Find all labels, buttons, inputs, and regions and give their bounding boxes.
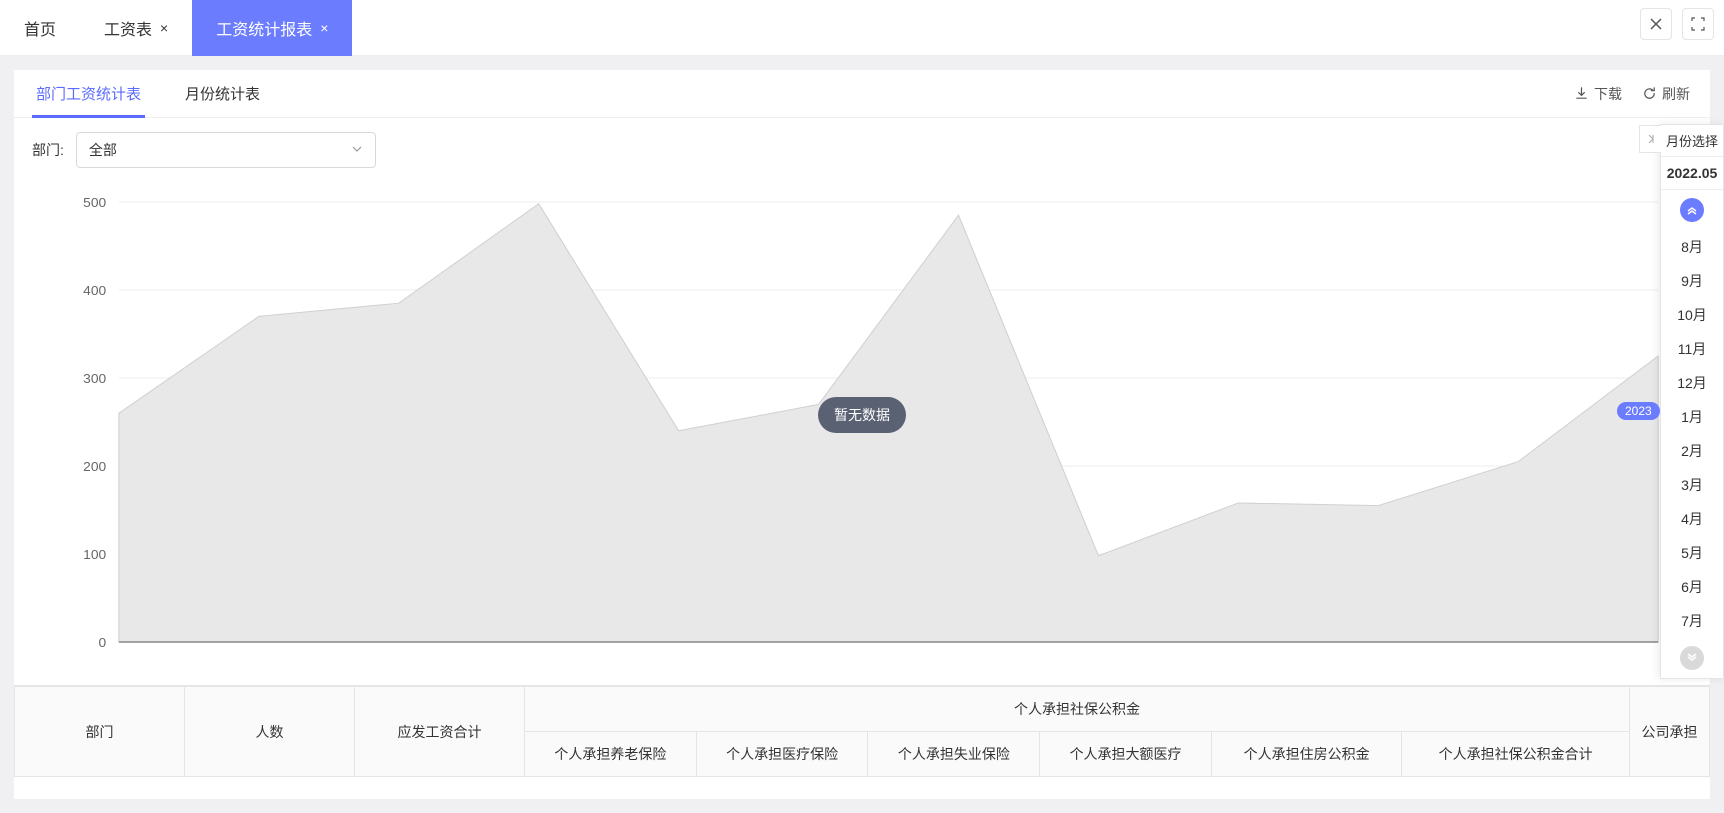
tab-home[interactable]: 首页	[0, 0, 80, 56]
table-subheader: 个人承担社保公积金合计	[1402, 732, 1630, 777]
panel-actions: 下载 刷新	[1574, 84, 1690, 104]
subtab-month-label: 月份统计表	[185, 83, 260, 104]
chevron-down-icon	[351, 142, 363, 158]
month-item[interactable]: 6月	[1661, 570, 1723, 604]
table-header: 公司承担	[1630, 687, 1710, 777]
svg-text:100: 100	[83, 547, 106, 562]
table-subheader: 个人承担大额医疗	[1040, 732, 1212, 777]
download-button[interactable]: 下载	[1574, 84, 1622, 104]
month-item[interactable]: 1月2023	[1661, 400, 1723, 434]
table-header: 人数	[185, 687, 355, 777]
table-subheader: 个人承担医疗保险	[696, 732, 868, 777]
panel-collapse-button[interactable]	[1639, 125, 1661, 153]
table-subheader: 个人承担养老保险	[525, 732, 697, 777]
fullscreen-button[interactable]	[1682, 8, 1714, 40]
refresh-button[interactable]: 刷新	[1642, 84, 1690, 104]
table-subheader: 个人承担失业保险	[868, 732, 1040, 777]
dept-select[interactable]: 全部	[76, 132, 376, 168]
x-icon	[1648, 16, 1664, 32]
table-group-header: 个人承担社保公积金	[525, 687, 1630, 732]
main-panel: 部门工资统计表 月份统计表 下载 刷新 部门:	[14, 70, 1710, 799]
chart-container: 0 100 200 300 400 500 暂无数据	[14, 182, 1710, 685]
scroll-down-button[interactable]	[1680, 646, 1704, 670]
tab-stats-label: 工资统计报表	[216, 16, 312, 40]
month-item[interactable]: 4月	[1661, 502, 1723, 536]
chart-tooltip: 暂无数据	[818, 397, 906, 433]
app-root: 首页 工资表 × 工资统计报表 × 部门工资统计表 月份	[0, 0, 1724, 813]
tab-bar-actions	[1640, 8, 1714, 40]
month-item[interactable]: 11月	[1661, 332, 1723, 366]
tab-salary[interactable]: 工资表 ×	[80, 0, 192, 56]
month-item[interactable]: 3月	[1661, 468, 1723, 502]
close-icon[interactable]: ×	[160, 20, 168, 36]
subtab-dept-label: 部门工资统计表	[36, 83, 141, 104]
double-chevron-up-icon	[1686, 204, 1698, 216]
refresh-label: 刷新	[1662, 84, 1690, 104]
subtab-month[interactable]: 月份统计表	[163, 70, 282, 118]
dept-select-value: 全部	[89, 140, 117, 160]
double-chevron-down-icon	[1686, 652, 1698, 664]
download-label: 下载	[1594, 84, 1622, 104]
download-icon	[1574, 86, 1589, 101]
svg-text:0: 0	[99, 635, 107, 650]
tab-salary-label: 工资表	[104, 16, 152, 40]
close-icon[interactable]: ×	[320, 20, 328, 36]
month-item[interactable]: 8月	[1661, 230, 1723, 264]
filter-row: 部门: 全部	[14, 118, 1710, 182]
data-table: 部门人数应发工资合计个人承担社保公积金公司承担 个人承担养老保险个人承担医疗保险…	[14, 685, 1710, 777]
month-panel-title: 月份选择	[1661, 125, 1723, 157]
chevron-right-icon	[1646, 134, 1656, 144]
month-item[interactable]: 9月	[1661, 264, 1723, 298]
month-item[interactable]: 10月	[1661, 298, 1723, 332]
close-all-button[interactable]	[1640, 8, 1672, 40]
month-item[interactable]: 2月	[1661, 434, 1723, 468]
refresh-icon	[1642, 86, 1657, 101]
month-selector-panel: 月份选择 2022.05 8月9月10月11月12月1月20232月3月4月5月…	[1660, 124, 1724, 679]
month-list: 8月9月10月11月12月1月20232月3月4月5月6月7月	[1661, 230, 1723, 638]
svg-text:200: 200	[83, 459, 106, 474]
year-badge: 2023	[1617, 402, 1660, 420]
svg-text:400: 400	[83, 283, 106, 298]
filter-label: 部门:	[32, 140, 64, 160]
month-item[interactable]: 12月	[1661, 366, 1723, 400]
month-item[interactable]: 7月	[1661, 604, 1723, 638]
svg-text:300: 300	[83, 371, 106, 386]
table-header: 部门	[15, 687, 185, 777]
fullscreen-icon	[1691, 17, 1705, 31]
tab-home-label: 首页	[24, 16, 56, 40]
svg-text:500: 500	[83, 195, 106, 210]
scroll-up-button[interactable]	[1680, 198, 1704, 222]
table-subheader: 个人承担住房公积金	[1211, 732, 1401, 777]
subtab-dept[interactable]: 部门工资统计表	[14, 70, 163, 118]
tab-stats[interactable]: 工资统计报表 ×	[192, 0, 352, 56]
month-item[interactable]: 5月	[1661, 536, 1723, 570]
main-tab-bar: 首页 工资表 × 工资统计报表 ×	[0, 0, 1724, 56]
sub-tab-bar: 部门工资统计表 月份统计表 下载 刷新	[14, 70, 1710, 118]
content-area: 部门工资统计表 月份统计表 下载 刷新 部门:	[0, 56, 1724, 813]
table-header: 应发工资合计	[355, 687, 525, 777]
month-selected-value: 2022.05	[1661, 157, 1723, 190]
